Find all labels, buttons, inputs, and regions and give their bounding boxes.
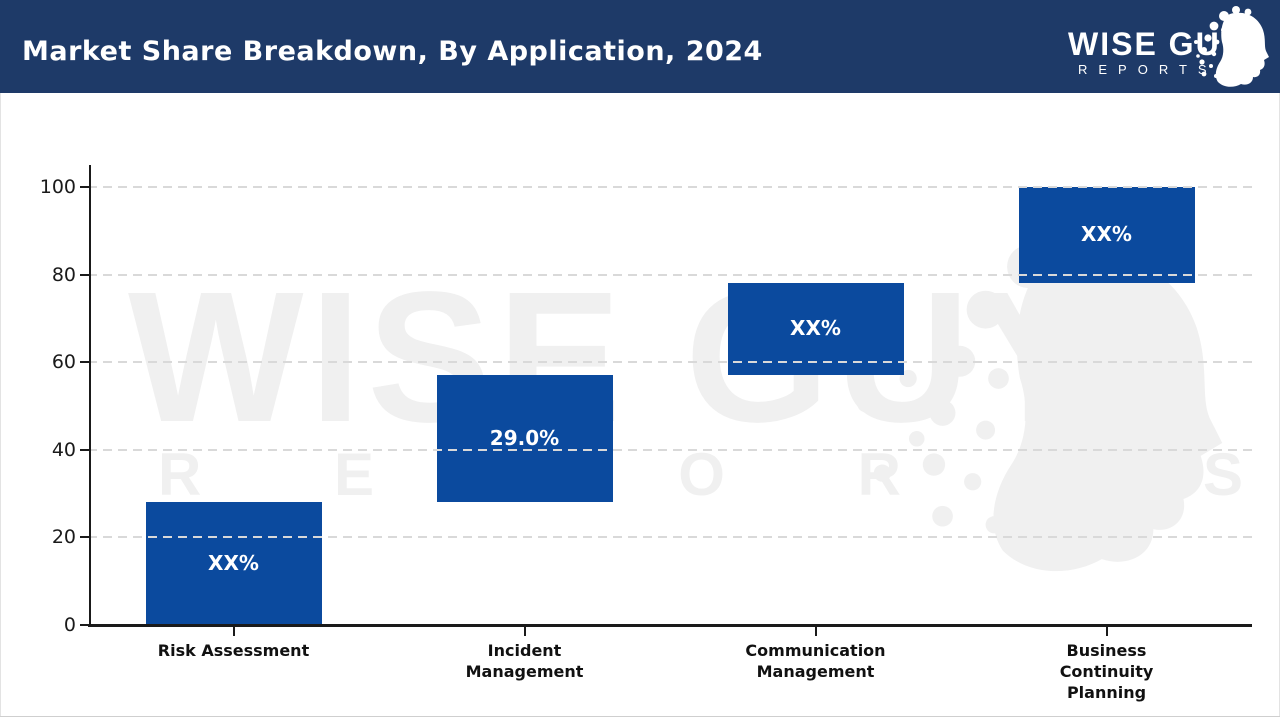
logo-subtitle: REPORTS — [1078, 62, 1218, 77]
page-border-bottom — [0, 716, 1280, 717]
bar — [1018, 187, 1195, 284]
bar-value-label: 29.0% — [489, 425, 560, 450]
x-axis-tick — [523, 627, 526, 636]
x-category-label: Business Continuity Planning — [982, 640, 1232, 703]
x-category-label-line: Incident — [487, 641, 562, 660]
gridline — [88, 536, 1252, 539]
x-category-label-line: Continuity — [1059, 662, 1154, 681]
chart-title: Market Share Breakdown, By Application, … — [22, 36, 763, 67]
x-category-label: Risk Assessment — [109, 640, 359, 661]
gridline — [88, 361, 1252, 364]
x-axis-tick — [1105, 627, 1108, 636]
x-category-label-line: Management — [465, 662, 584, 681]
gridline — [88, 448, 1252, 451]
bar-value-label: XX% — [1081, 222, 1132, 247]
gridline — [88, 273, 1252, 276]
x-axis-tick — [814, 627, 817, 636]
bar — [436, 375, 613, 503]
bar-value-label: XX% — [208, 550, 259, 575]
y-tick-label: 100 — [39, 176, 76, 198]
y-axis-tick — [80, 448, 89, 451]
x-category-label-line: Planning — [1066, 683, 1147, 702]
y-axis-tick — [80, 273, 89, 276]
y-axis-tick — [80, 186, 89, 188]
x-category-label: Communication Management — [691, 640, 941, 682]
x-axis-tick — [232, 627, 235, 636]
y-tick-label: 80 — [51, 263, 76, 286]
bar-value-label: XX% — [790, 316, 841, 341]
y-tick-label: 20 — [51, 526, 76, 549]
gridline — [88, 186, 1252, 188]
x-category-label: Incident Management — [400, 640, 650, 682]
y-axis-tick — [80, 624, 89, 626]
x-axis-line — [88, 624, 1252, 627]
y-tick-label: 40 — [51, 438, 76, 461]
bar — [727, 283, 904, 376]
header-band: Market Share Breakdown, By Application, … — [0, 0, 1280, 93]
dotted-head-profile-icon — [1194, 6, 1269, 87]
wise-guy-reports-logo: WISE GUY REPORTS — [1030, 4, 1270, 90]
x-category-label-line: Communication — [745, 641, 886, 660]
x-category-label-line: Risk Assessment — [157, 641, 310, 660]
x-category-label-line: Management — [756, 662, 875, 681]
y-tick-label: 60 — [51, 351, 76, 374]
y-axis-tick — [80, 536, 89, 539]
y-axis-line — [89, 165, 91, 626]
y-tick-label: 0 — [63, 614, 76, 636]
bar — [145, 502, 322, 625]
y-axis-tick — [80, 361, 89, 364]
x-category-label-line: Business — [1066, 641, 1147, 660]
page-border-left — [0, 93, 1, 717]
logo-wordmark: WISE GUY — [1068, 26, 1245, 62]
